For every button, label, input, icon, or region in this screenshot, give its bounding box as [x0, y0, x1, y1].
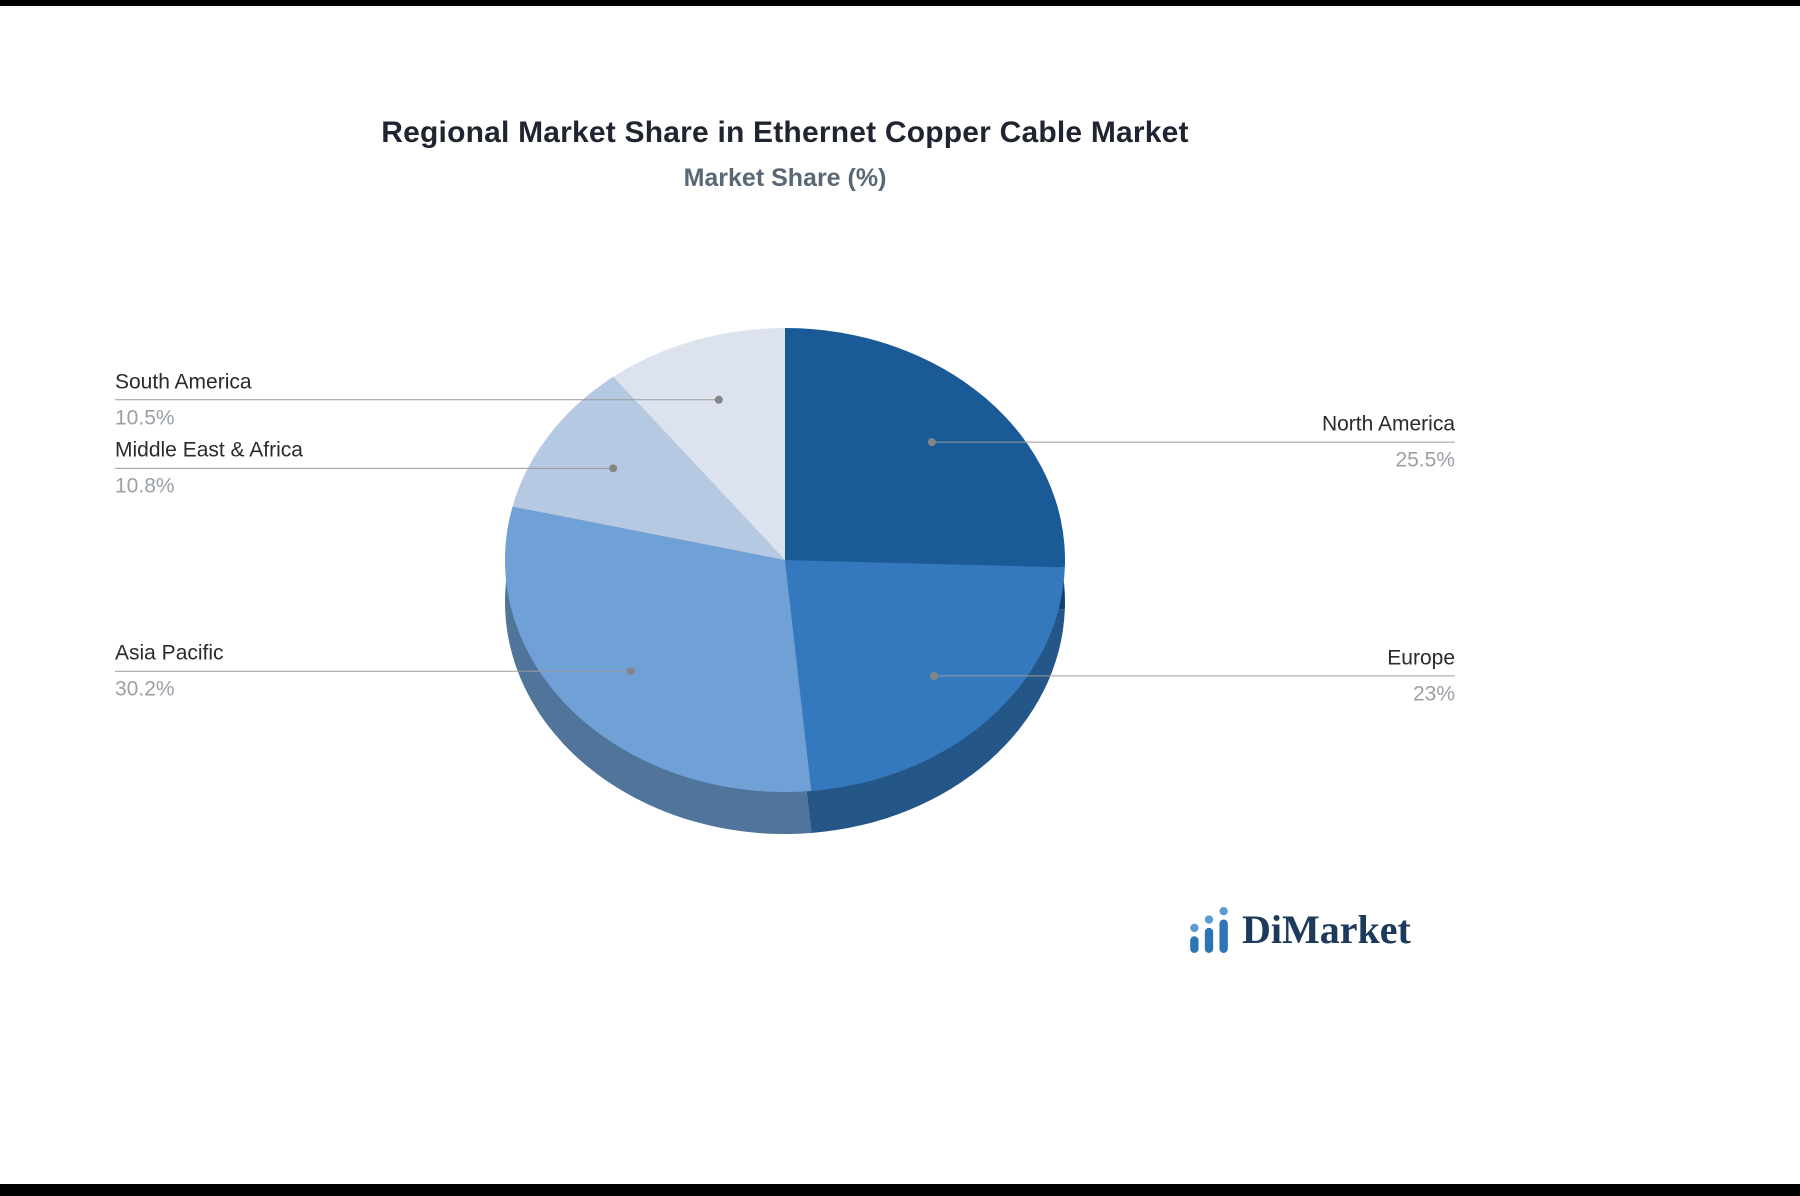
leader-dot-south-america — [714, 395, 723, 404]
chart-subtitle: Market Share (%) — [683, 164, 887, 192]
window-bottom-edge — [0, 1184, 1800, 1196]
dimarket-logo: DiMarket — [1188, 906, 1411, 953]
chart-title: Regional Market Share in Ethernet Copper… — [381, 116, 1189, 149]
bar-chart-icon — [1190, 906, 1228, 953]
pie-slice-middle-east-africa — [512, 376, 785, 560]
pie-top — [505, 328, 1065, 792]
leader-lines — [115, 395, 1455, 680]
pie-slice-asia-pacific — [505, 506, 812, 792]
leader-dot-europe — [930, 671, 939, 680]
leader-dot-north-america — [927, 438, 936, 447]
pie-slice-north-america — [785, 328, 1065, 568]
logo-text: DiMarket — [1242, 907, 1411, 952]
leader-dot-middle-east-africa — [609, 464, 618, 473]
pie-slice-europe — [785, 560, 1065, 791]
window-top-edge — [0, 0, 1800, 6]
pie-slice-south-america — [613, 328, 785, 560]
leader-dot-asia-pacific — [626, 667, 635, 676]
chart-header: Regional Market Share in Ethernet Copper… — [0, 116, 1570, 193]
